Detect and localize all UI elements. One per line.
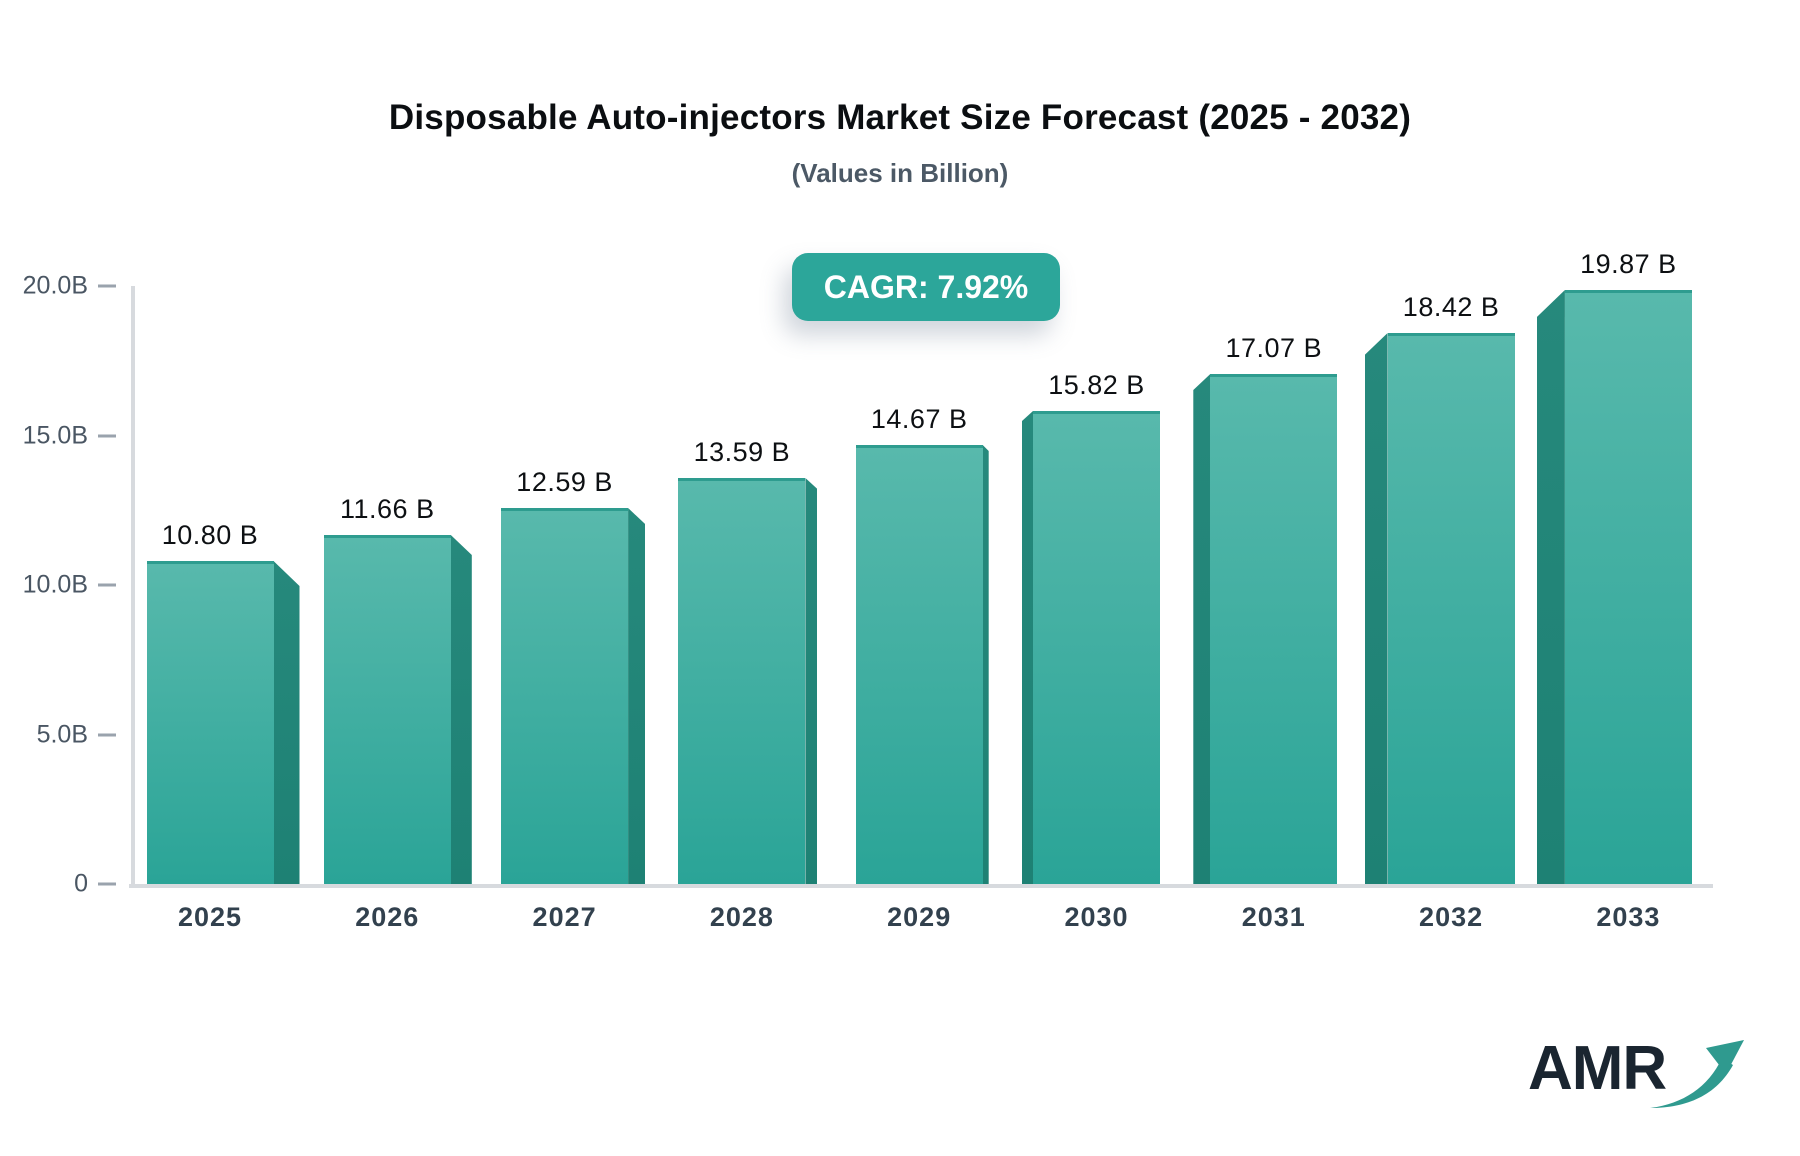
x-axis-baseline xyxy=(129,884,1713,888)
bar-2032 xyxy=(1387,333,1515,884)
y-tick-mark xyxy=(98,434,116,437)
bar-value-label: 12.59 B xyxy=(516,467,613,497)
bar-value-label: 18.42 B xyxy=(1402,292,1500,322)
x-tick-label: 2026 xyxy=(355,902,420,932)
bar-3d-side-2033 xyxy=(1536,290,1565,884)
x-tick-label: 2025 xyxy=(177,902,243,932)
bar-2027 xyxy=(501,508,629,884)
bar-value-label: 19.87 B xyxy=(1580,249,1677,279)
cagr-badge: CAGR: 7.92% xyxy=(792,253,1060,321)
y-tick-label: 20.0B xyxy=(22,271,88,300)
bar-value-label: 17.07 B xyxy=(1225,333,1323,363)
bar-3d-side-2028 xyxy=(805,478,818,884)
chart-title: Disposable Auto-injectors Market Size Fo… xyxy=(388,98,1412,137)
bar-3d-side-2031 xyxy=(1193,374,1211,884)
x-tick-label: 2027 xyxy=(532,902,597,932)
amr-logo: AMR xyxy=(1528,1032,1744,1122)
bar-3d-side-2029 xyxy=(982,445,989,884)
bar-value-label: 10.80 B xyxy=(161,520,259,550)
bar-3d-side-2025 xyxy=(273,561,300,884)
y-tick-label: 5.0B xyxy=(36,720,88,748)
bar-2026 xyxy=(323,535,451,884)
cagr-badge-label: CAGR: 7.92% xyxy=(823,268,1029,305)
x-tick-label: 2030 xyxy=(1064,902,1129,932)
bar-2025 xyxy=(146,561,274,884)
bar-2031 xyxy=(1210,374,1338,884)
bar-3d-side-2026 xyxy=(450,535,472,884)
x-tick-label: 2032 xyxy=(1419,902,1484,932)
amr-logo-text: AMR xyxy=(1528,1034,1667,1103)
y-axis-line xyxy=(131,286,135,884)
x-tick-label: 2031 xyxy=(1241,902,1306,932)
bar-3d-side-2032 xyxy=(1364,333,1388,884)
bar-value-label: 11.66 B xyxy=(340,494,435,524)
chart-subtitle: (Values in Billion) xyxy=(791,158,1009,188)
bar-3d-side-2027 xyxy=(628,508,646,884)
bar-value-label: 15.82 B xyxy=(1048,370,1145,400)
bar-value-label: 14.67 B xyxy=(870,404,968,434)
bar-value-label: 13.59 B xyxy=(693,437,791,467)
bar-2028 xyxy=(678,478,806,884)
y-tick-label: 0 xyxy=(74,869,88,898)
y-tick-mark xyxy=(98,284,116,288)
y-tick-mark xyxy=(98,733,116,736)
bar-2029 xyxy=(855,445,983,884)
bar-2033 xyxy=(1564,290,1692,884)
x-tick-label: 2029 xyxy=(887,902,952,932)
y-tick-label: 15.0B xyxy=(22,421,88,449)
y-tick-mark xyxy=(98,882,116,886)
bar-2030 xyxy=(1033,411,1160,884)
bar-3d-side-2030 xyxy=(1022,411,1033,884)
x-tick-label: 2028 xyxy=(709,902,774,932)
x-tick-label: 2033 xyxy=(1596,902,1661,932)
growth-arrow-icon xyxy=(1650,1040,1744,1108)
y-tick-mark xyxy=(98,583,116,587)
y-tick-label: 10.0B xyxy=(22,570,88,599)
